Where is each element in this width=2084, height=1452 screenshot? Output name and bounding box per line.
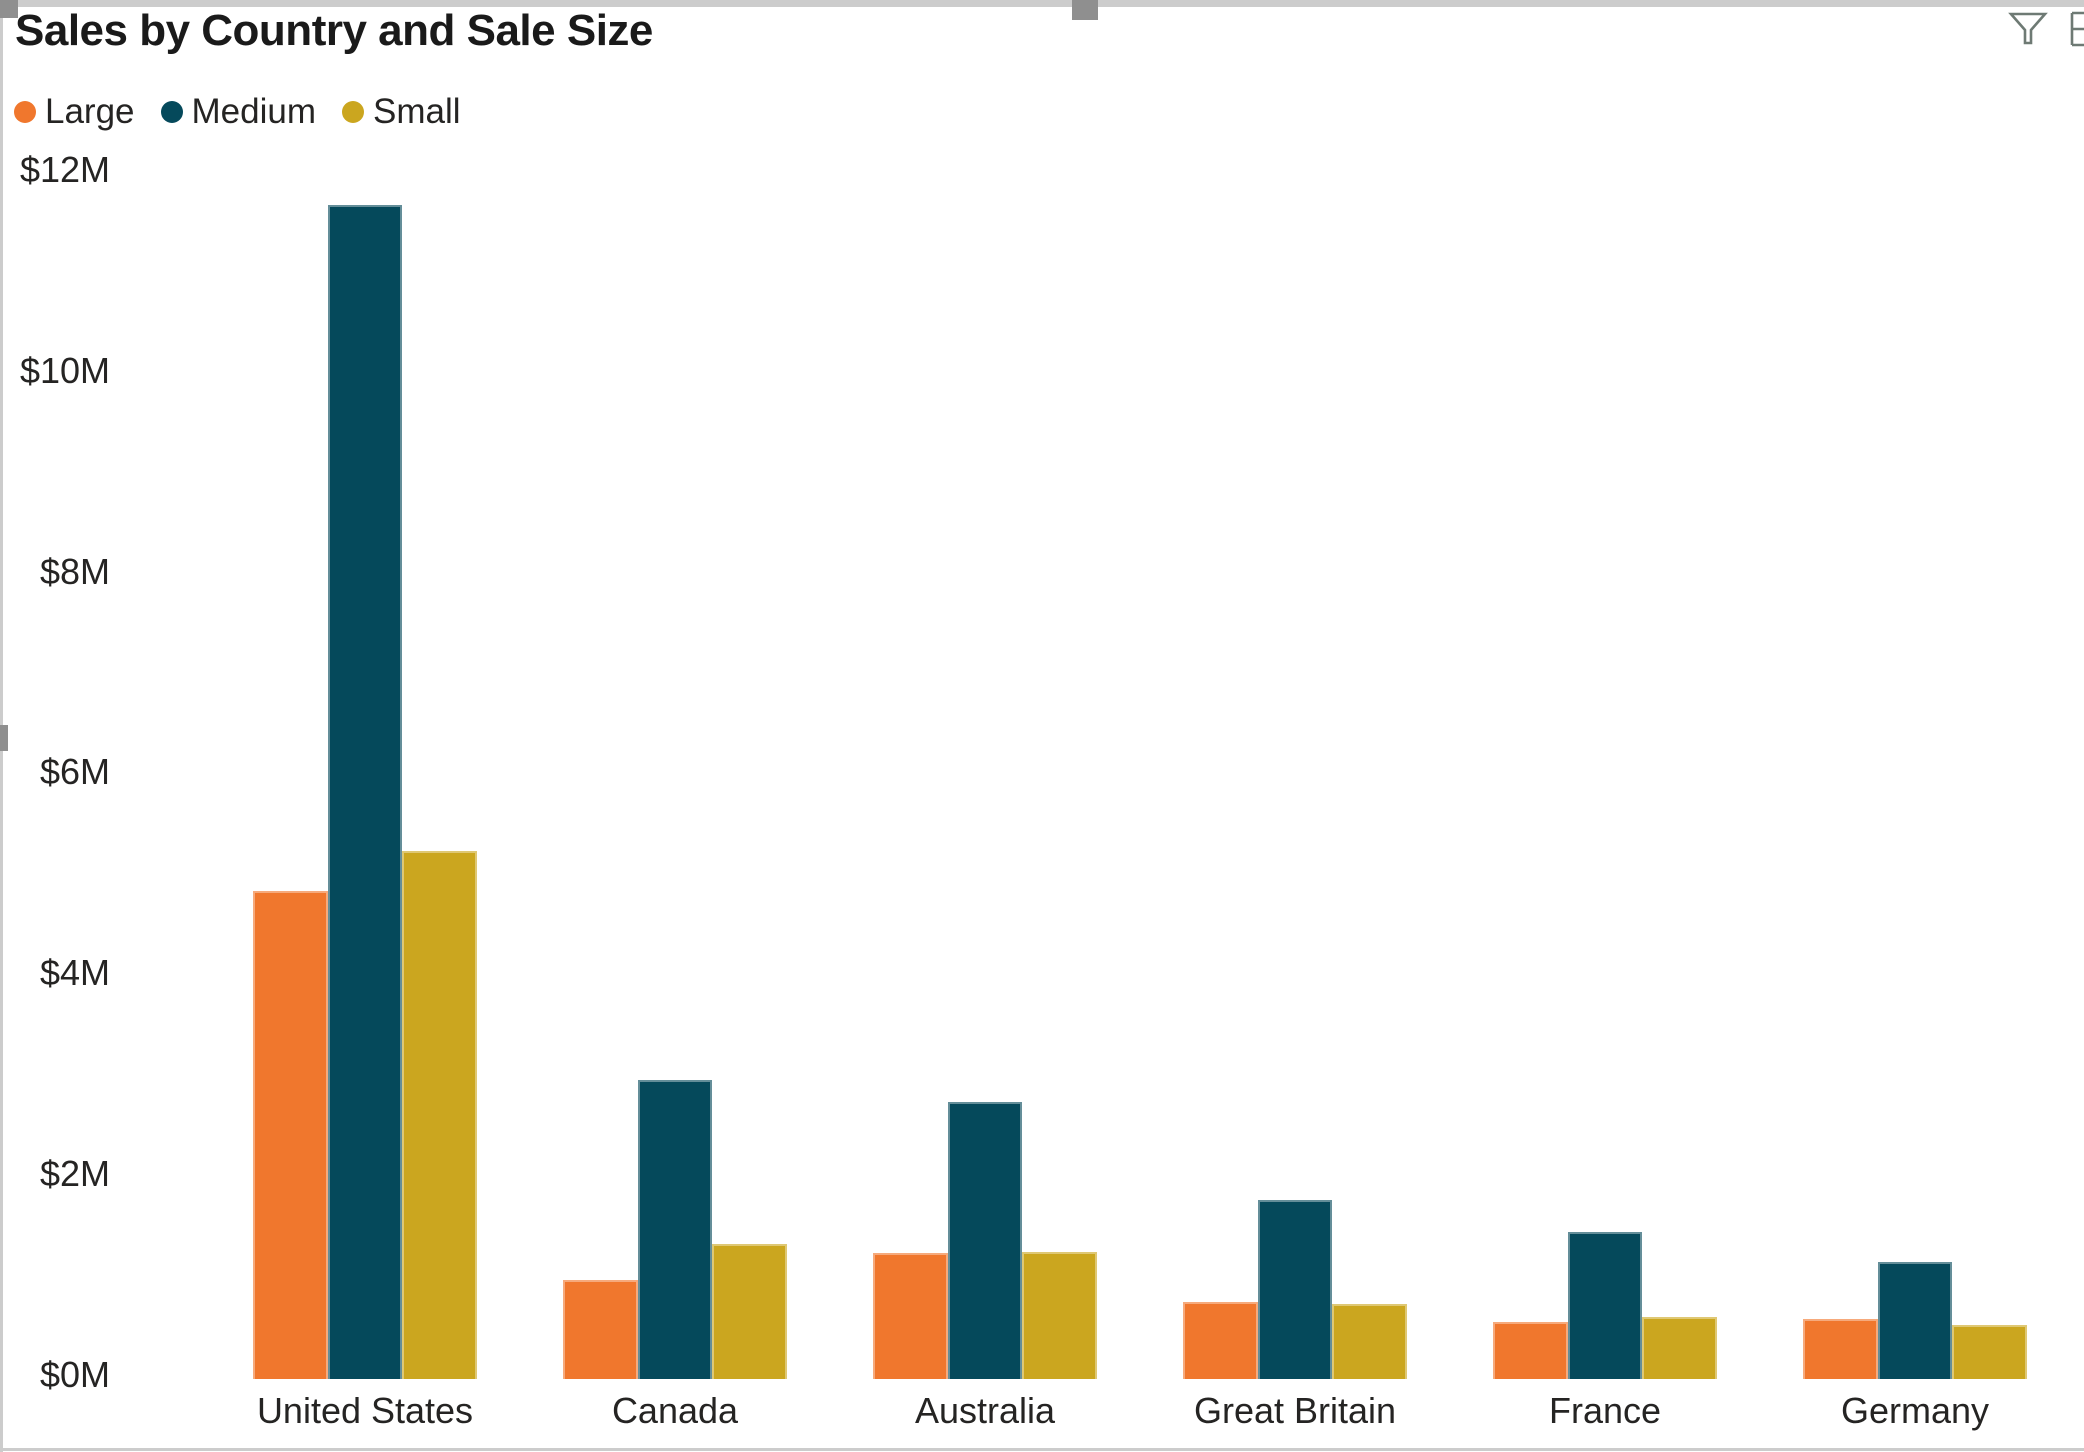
bar-germany-small[interactable] (1952, 1324, 2028, 1379)
resize-handle-top-icon[interactable] (1072, 0, 1098, 20)
x-axis-label-united-states: United States (256, 1390, 474, 1431)
bar-great-britain-large[interactable] (1182, 1301, 1258, 1379)
bar-great-britain-small[interactable] (1332, 1303, 1408, 1379)
bar-australia-large[interactable] (872, 1253, 948, 1379)
legend-label: Large (45, 92, 135, 131)
bar-france-large[interactable] (1492, 1321, 1568, 1379)
legend-label: Medium (191, 92, 317, 131)
legend-dot-icon (342, 101, 365, 123)
resize-handle-top-left-icon[interactable] (0, 0, 18, 18)
legend-label: Small (373, 92, 461, 131)
bar-canada-medium[interactable] (637, 1079, 713, 1379)
y-axis-tick--0m: $0M (39, 1354, 110, 1395)
x-axis-label-germany: Germany (1840, 1390, 1990, 1431)
y-axis-tick--10m: $10M (19, 349, 110, 391)
visual-selection-edge-top (0, 0, 2084, 7)
y-axis-tick--12m: $12M (19, 148, 110, 190)
bar-canada-small[interactable] (712, 1244, 788, 1379)
legend-item-medium[interactable]: Medium (160, 92, 317, 132)
chart-legend: Large Medium Small (14, 92, 461, 132)
legend-item-small[interactable]: Small (342, 92, 461, 132)
y-axis-tick--2m: $2M (39, 1153, 110, 1195)
clipped-edge-icon[interactable] (2070, 10, 2084, 48)
bar-united-states-small[interactable] (402, 850, 478, 1379)
bar-australia-small[interactable] (1022, 1252, 1098, 1379)
bar-united-states-medium[interactable] (327, 205, 403, 1379)
chart-title: Sales by Country and Sale Size (15, 6, 653, 55)
x-axis-label-france: France (1548, 1390, 1662, 1431)
filter-icon[interactable] (2008, 10, 2048, 48)
x-axis-label-great-britain: Great Britain (1193, 1390, 1397, 1431)
bar-australia-medium[interactable] (947, 1101, 1023, 1379)
bar-germany-medium[interactable] (1877, 1261, 1953, 1379)
x-axis-label-australia: Australia (914, 1390, 1056, 1431)
legend-dot-icon (14, 101, 36, 123)
y-axis-tick--8m: $8M (39, 550, 110, 592)
bar-united-states-large[interactable] (252, 890, 328, 1379)
visual-selection-edge-bottom (0, 1448, 2084, 1451)
y-axis-tick--6m: $6M (39, 751, 110, 793)
legend-dot-icon (160, 101, 183, 123)
visual-header (2008, 10, 2084, 48)
bar-france-small[interactable] (1642, 1316, 1718, 1379)
bar-canada-large[interactable] (562, 1279, 638, 1379)
bar-germany-large[interactable] (1802, 1318, 1878, 1379)
bar-france-medium[interactable] (1567, 1232, 1643, 1379)
resize-handle-left-icon[interactable] (0, 725, 8, 751)
x-axis-label-canada: Canada (611, 1390, 739, 1431)
y-axis-tick--4m: $4M (39, 952, 110, 994)
bar-great-britain-medium[interactable] (1257, 1200, 1333, 1379)
legend-item-large[interactable]: Large (14, 92, 135, 132)
